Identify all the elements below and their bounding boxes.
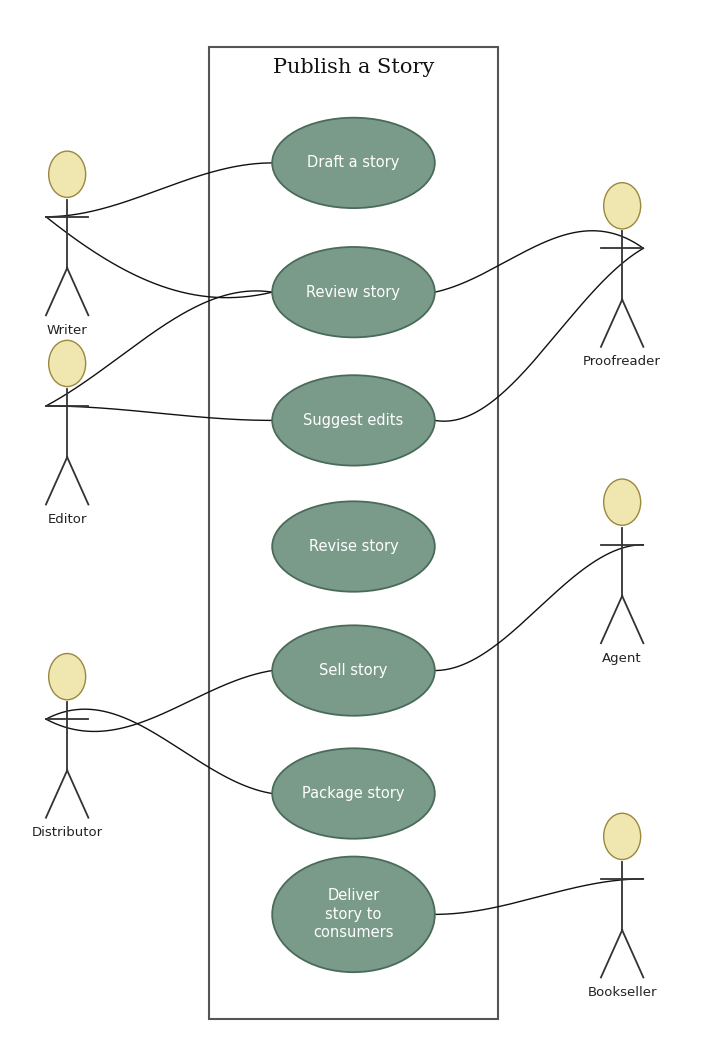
Text: Revise story: Revise story: [309, 539, 398, 554]
Text: Package story: Package story: [303, 786, 404, 801]
Ellipse shape: [49, 151, 86, 198]
Ellipse shape: [604, 813, 641, 860]
Ellipse shape: [272, 501, 435, 592]
Ellipse shape: [604, 479, 641, 526]
Text: Proofreader: Proofreader: [583, 355, 661, 368]
Text: Draft a story: Draft a story: [308, 156, 399, 170]
Text: Deliver
story to
consumers: Deliver story to consumers: [313, 888, 394, 941]
Ellipse shape: [49, 341, 86, 387]
Text: Sell story: Sell story: [320, 663, 387, 678]
Text: Agent: Agent: [602, 652, 642, 664]
Ellipse shape: [604, 183, 641, 229]
Ellipse shape: [49, 654, 86, 700]
Text: Bookseller: Bookseller: [588, 986, 657, 998]
Ellipse shape: [272, 857, 435, 972]
Text: Editor: Editor: [47, 513, 87, 526]
Ellipse shape: [272, 118, 435, 208]
Bar: [209, 47, 498, 1019]
Text: Publish a Story: Publish a Story: [273, 58, 434, 77]
Text: Writer: Writer: [47, 324, 88, 336]
Text: Distributor: Distributor: [32, 826, 103, 839]
Text: Review story: Review story: [307, 285, 400, 300]
Ellipse shape: [272, 625, 435, 716]
Ellipse shape: [272, 748, 435, 839]
Text: Suggest edits: Suggest edits: [303, 413, 404, 428]
Ellipse shape: [272, 247, 435, 337]
Ellipse shape: [272, 375, 435, 466]
